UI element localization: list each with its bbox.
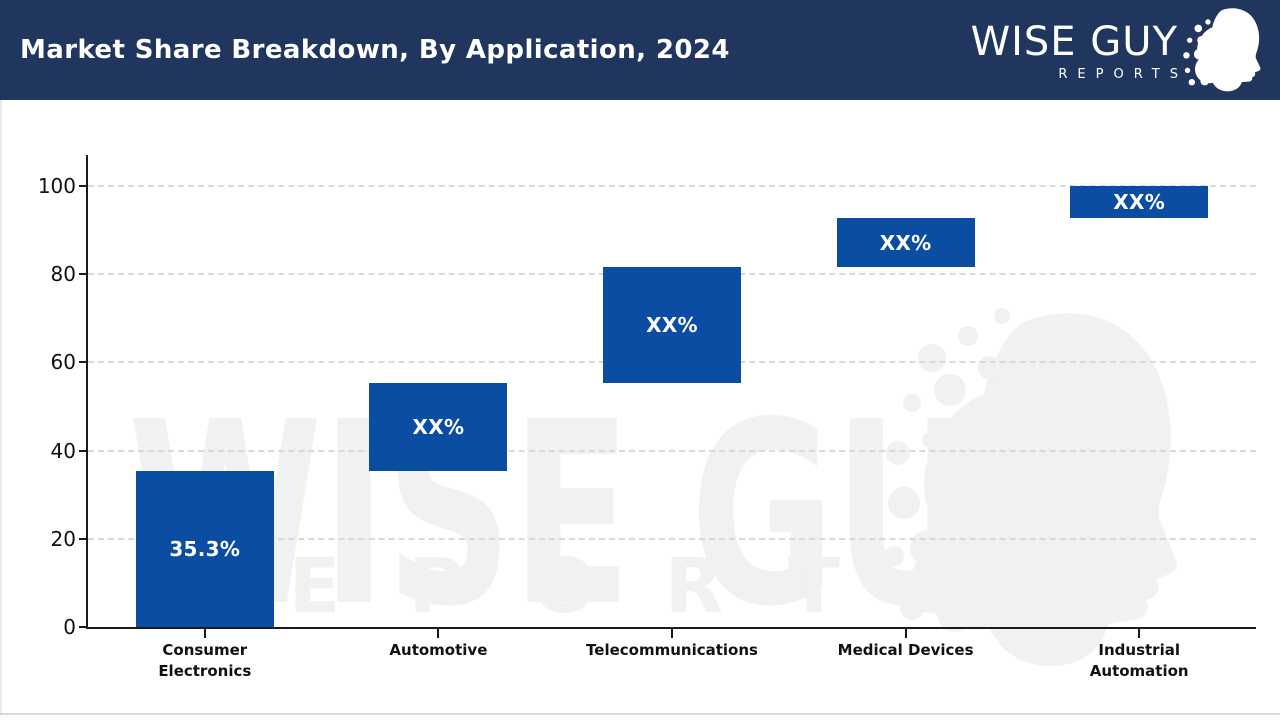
logo-reports-label: REPORTS [1058, 66, 1188, 82]
watermark: WISE GUY REPORTS [0, 100, 1280, 714]
y-tick-40 [79, 449, 88, 452]
gridline-100 [88, 185, 1256, 187]
y-tick-label-60: 60 [50, 350, 76, 375]
y-tick-label-100: 100 [37, 174, 76, 198]
x-tick-1 [437, 629, 440, 638]
left-edge-border [0, 100, 2, 713]
bar-segment: XX% [836, 218, 975, 268]
y-tick-label-40: 40 [50, 438, 76, 463]
watermark-reports-text: REPORTS [162, 541, 1031, 630]
bar-value-label: 35.3% [169, 537, 241, 562]
x-tick-3 [904, 629, 907, 638]
bar-segment: 35.3% [135, 471, 274, 627]
watermark-head-icon [872, 308, 1177, 666]
bar-segment: XX% [369, 382, 508, 472]
chart-title: Market Share Breakdown, By Application, … [20, 35, 730, 65]
footer-divider [0, 713, 1280, 715]
logo-wiseguy-label: WISE GUY [970, 18, 1178, 65]
y-axis-line [86, 155, 88, 629]
logo-head-icon [1183, 8, 1261, 92]
y-tick-80 [79, 273, 88, 276]
x-tick-2 [671, 629, 673, 638]
bar-value-label: XX% [412, 414, 465, 439]
y-tick-label-0: 0 [63, 615, 76, 639]
logo-text: WISE GUY REPORTS [971, 22, 1178, 81]
x-category-label: Medical Devices [837, 641, 974, 659]
x-category-label: Automotive [389, 641, 488, 659]
x-category-label: Industrial Automation [1089, 641, 1189, 680]
bar-value-label: XX% [879, 230, 932, 255]
wise-guy-reports-logo: WISE GUY REPORTS [971, 8, 1266, 94]
gridline-20 [88, 537, 1256, 540]
x-tick-0 [203, 629, 206, 638]
y-tick-100 [79, 185, 88, 187]
y-tick-20 [79, 537, 88, 540]
bar-value-label: XX% [1113, 190, 1166, 215]
bar-segment: XX% [1070, 186, 1209, 219]
y-tick-0 [79, 626, 88, 628]
y-tick-60 [79, 361, 88, 364]
header-bar: Market Share Breakdown, By Application, … [0, 0, 1280, 100]
x-category-label: Consumer Electronics [158, 641, 252, 680]
y-tick-label-80: 80 [50, 262, 76, 287]
bar-value-label: XX% [646, 312, 698, 337]
x-axis-line [86, 627, 1256, 629]
footer-strip [0, 715, 1280, 720]
y-tick-label-20: 20 [50, 526, 76, 551]
x-category-label: Telecommunications [586, 641, 758, 659]
bar-segment: XX% [603, 267, 741, 383]
x-tick-4 [1138, 629, 1141, 638]
gridline-40 [88, 449, 1256, 452]
